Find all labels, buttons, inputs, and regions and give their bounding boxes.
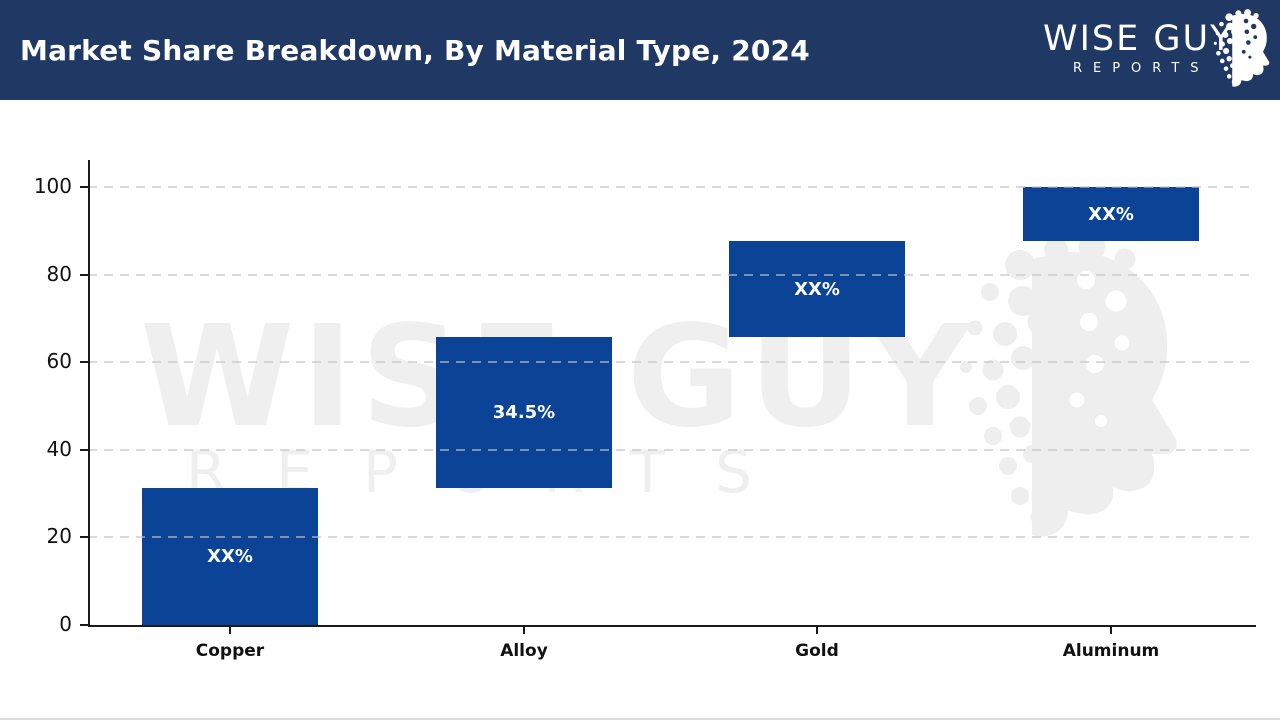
wiseguy-head-icon bbox=[1213, 9, 1270, 87]
y-tick-label-40: 40 bbox=[46, 437, 72, 461]
bottom-edge-line bbox=[0, 718, 1280, 720]
bar-value-label: XX% bbox=[207, 546, 253, 567]
chart-area: WISE GUY REPORTS bbox=[0, 100, 1280, 720]
y-tick-label-80: 80 bbox=[46, 262, 72, 286]
y-tick-80 bbox=[80, 274, 88, 276]
gridline-20 bbox=[88, 536, 1256, 538]
x-label-copper: Copper bbox=[195, 641, 265, 661]
x-axis-line bbox=[88, 625, 1256, 627]
wiseguy-logo: WISE GUY REPORTS bbox=[1018, 6, 1270, 96]
gridline-100 bbox=[88, 186, 1256, 188]
y-tick-0 bbox=[80, 624, 88, 626]
x-label-alloy: Alloy bbox=[500, 641, 548, 661]
header: Market Share Breakdown, By Material Type… bbox=[0, 0, 1280, 100]
gridline-40 bbox=[88, 449, 1256, 451]
logo-wordmark: WISE GUY REPORTS bbox=[1043, 20, 1234, 76]
page-title: Market Share Breakdown, By Material Type… bbox=[20, 33, 810, 67]
logo-wordmark-line1: WISE GUY bbox=[1043, 19, 1234, 59]
x-tick-aluminum bbox=[1110, 627, 1112, 634]
logo-wordmark-line2: REPORTS bbox=[1072, 60, 1210, 76]
y-tick-60 bbox=[80, 361, 88, 363]
bar-gold: XX% bbox=[729, 241, 905, 337]
y-tick-20 bbox=[80, 536, 88, 538]
plot: XX% Copper 34.5% Alloy XX% Gold XX% Aluminum 0 20… bbox=[0, 100, 1280, 720]
bar-copper: XX% bbox=[142, 488, 318, 625]
x-tick-alloy bbox=[523, 627, 525, 634]
y-tick-label-20: 20 bbox=[46, 524, 72, 548]
y-tick-40 bbox=[80, 449, 88, 451]
x-label-aluminum: Aluminum bbox=[1062, 641, 1160, 661]
x-tick-copper bbox=[229, 627, 231, 634]
gridline-80 bbox=[88, 274, 1256, 276]
y-tick-label-60: 60 bbox=[46, 349, 72, 373]
bar-value-label: XX% bbox=[1088, 203, 1134, 225]
x-label-gold: Gold bbox=[795, 641, 839, 661]
gridline-60 bbox=[88, 361, 1256, 363]
bar-value-label: XX% bbox=[794, 278, 840, 300]
y-tick-label-0: 0 bbox=[59, 612, 72, 636]
y-axis-line bbox=[88, 160, 90, 627]
x-tick-gold bbox=[816, 627, 818, 634]
bar-value-label: 34.5% bbox=[492, 402, 556, 423]
bar-alloy: 34.5% bbox=[436, 337, 612, 488]
y-tick-label-100: 100 bbox=[33, 174, 72, 198]
bar-aluminum: XX% bbox=[1023, 187, 1199, 241]
y-tick-100 bbox=[80, 186, 88, 188]
